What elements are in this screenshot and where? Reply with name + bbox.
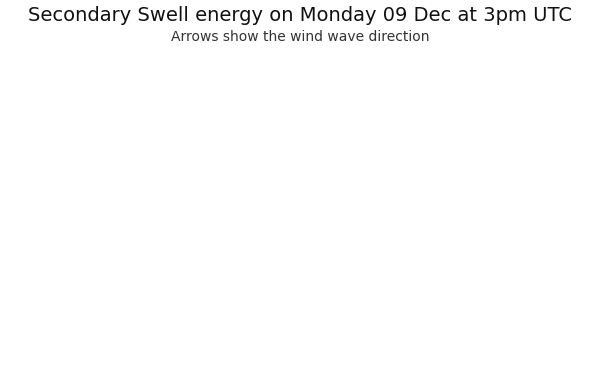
Text: Arrows show the wind wave direction: Arrows show the wind wave direction — [171, 30, 430, 44]
Text: Secondary Swell energy on Monday 09 Dec at 3pm UTC: Secondary Swell energy on Monday 09 Dec … — [28, 6, 573, 25]
